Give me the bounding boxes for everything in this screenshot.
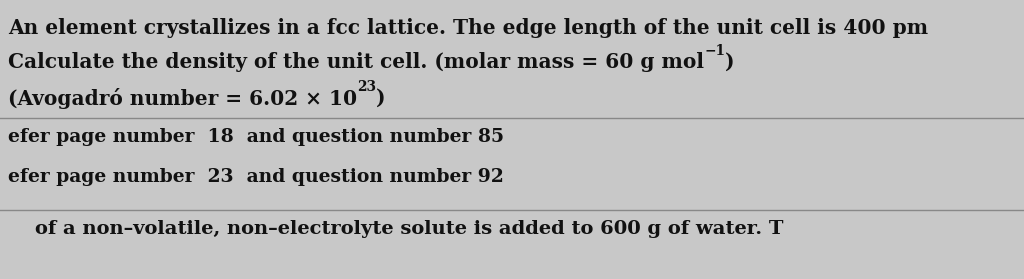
- Text: ): ): [376, 88, 386, 108]
- Text: of a non–volatile, non–electrolyte solute is added to 600 g of water. T: of a non–volatile, non–electrolyte solut…: [8, 220, 783, 238]
- Text: 23: 23: [357, 80, 376, 94]
- Text: efer page number  18  and question number 85: efer page number 18 and question number …: [8, 128, 504, 146]
- Text: efer page number  23  and question number 92: efer page number 23 and question number …: [8, 168, 504, 186]
- Text: −1: −1: [705, 44, 725, 58]
- Text: ): ): [725, 52, 734, 72]
- Text: Calculate the density of the unit cell. (molar mass = 60 g mol: Calculate the density of the unit cell. …: [8, 52, 705, 72]
- Text: (Avogadró number = 6.02 × 10: (Avogadró number = 6.02 × 10: [8, 88, 357, 109]
- Text: An element crystallizes in a fcc lattice. The edge length of the unit cell is 40: An element crystallizes in a fcc lattice…: [8, 18, 928, 38]
